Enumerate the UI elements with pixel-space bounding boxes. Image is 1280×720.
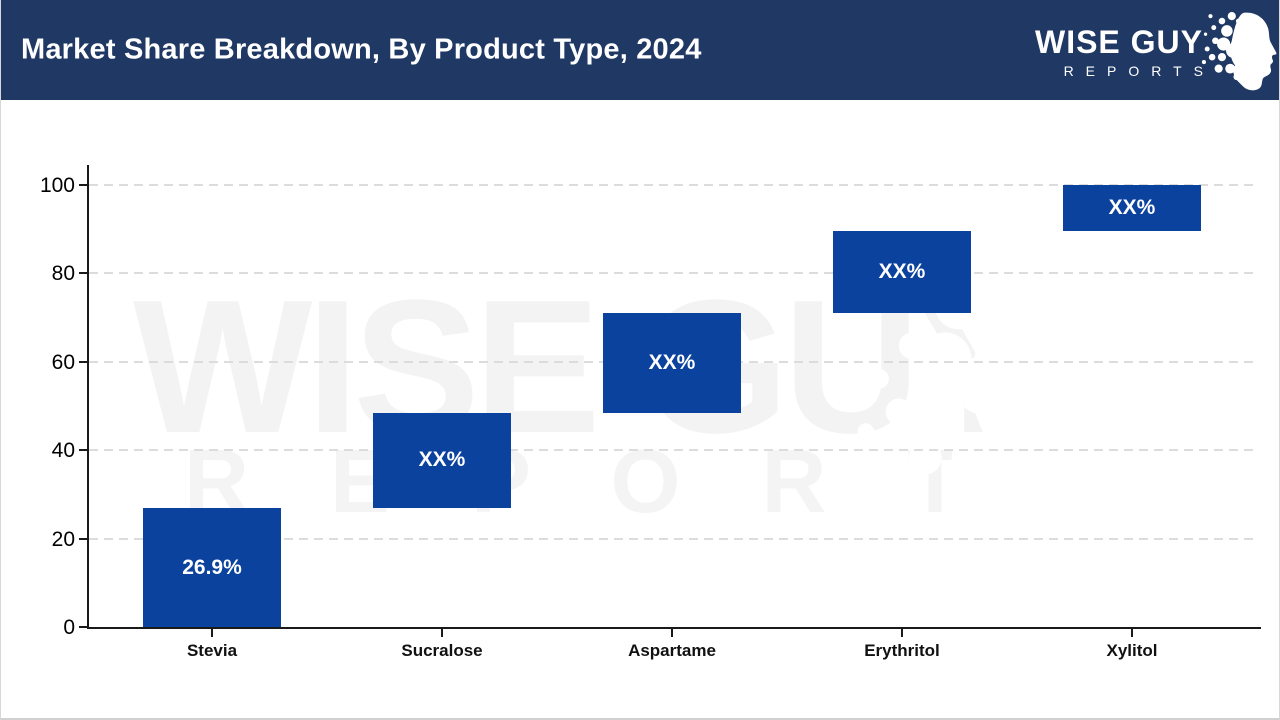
y-tick-100 (79, 184, 87, 186)
y-tick-label-20: 20 (51, 527, 75, 551)
y-tick-label-0: 0 (63, 616, 75, 639)
x-label-sucralose: Sucralose (401, 641, 483, 660)
y-tick-label-100: 100 (39, 174, 75, 197)
gridline-100 (89, 184, 1259, 186)
y-tick-label-60: 60 (51, 350, 75, 374)
page-title: Market Share Breakdown, By Product Type,… (21, 33, 702, 66)
bar-erythritol: XX% (833, 231, 971, 313)
bar-sucralose: XX% (373, 412, 511, 509)
x-tick-aspartame (671, 629, 673, 637)
logo-wordmark: WISE GUY (1034, 24, 1203, 60)
y-tick-20 (79, 537, 87, 540)
watermark-subtitle: R E P O R T S (184, 432, 1132, 532)
gridline-20 (89, 537, 1259, 540)
header-bar: Market Share Breakdown, By Product Type,… (1, 0, 1279, 100)
bar-value-label: XX% (418, 448, 466, 472)
x-tick-stevia (211, 629, 213, 637)
x-label-erythritol: Erythritol (864, 641, 940, 660)
logo-subtitle: REPORTS (1063, 63, 1215, 79)
bar-aspartame: XX% (603, 312, 741, 413)
y-tick-60 (79, 360, 87, 363)
x-axis-line (87, 627, 1261, 629)
y-tick-80 (79, 272, 87, 275)
gridline-40 (89, 449, 1259, 452)
bar-value-label: XX% (648, 350, 696, 374)
y-tick-0 (79, 626, 87, 628)
bar-value-label: 26.9% (182, 555, 242, 579)
x-label-aspartame: Aspartame (628, 641, 716, 660)
x-label-xylitol: Xylitol (1106, 641, 1158, 660)
bar-value-label: XX% (1108, 196, 1156, 220)
x-label-stevia: Stevia (186, 641, 238, 660)
x-tick-sucralose (441, 629, 443, 637)
dotted-head-icon (1201, 12, 1277, 91)
gridline-80 (89, 272, 1259, 275)
wise-guy-logo: WISE GUY REPORTS (1011, 0, 1279, 100)
y-tick-label-80: 80 (51, 262, 75, 286)
y-tick-label-40: 40 (51, 439, 75, 463)
x-tick-erythritol (901, 629, 903, 637)
y-tick-40 (79, 449, 87, 452)
x-tick-xylitol (1131, 629, 1133, 637)
y-axis-line (87, 165, 89, 629)
bar-value-label: XX% (878, 260, 926, 284)
bar-stevia: 26.9% (143, 508, 281, 627)
bar-xylitol: XX% (1063, 185, 1201, 232)
